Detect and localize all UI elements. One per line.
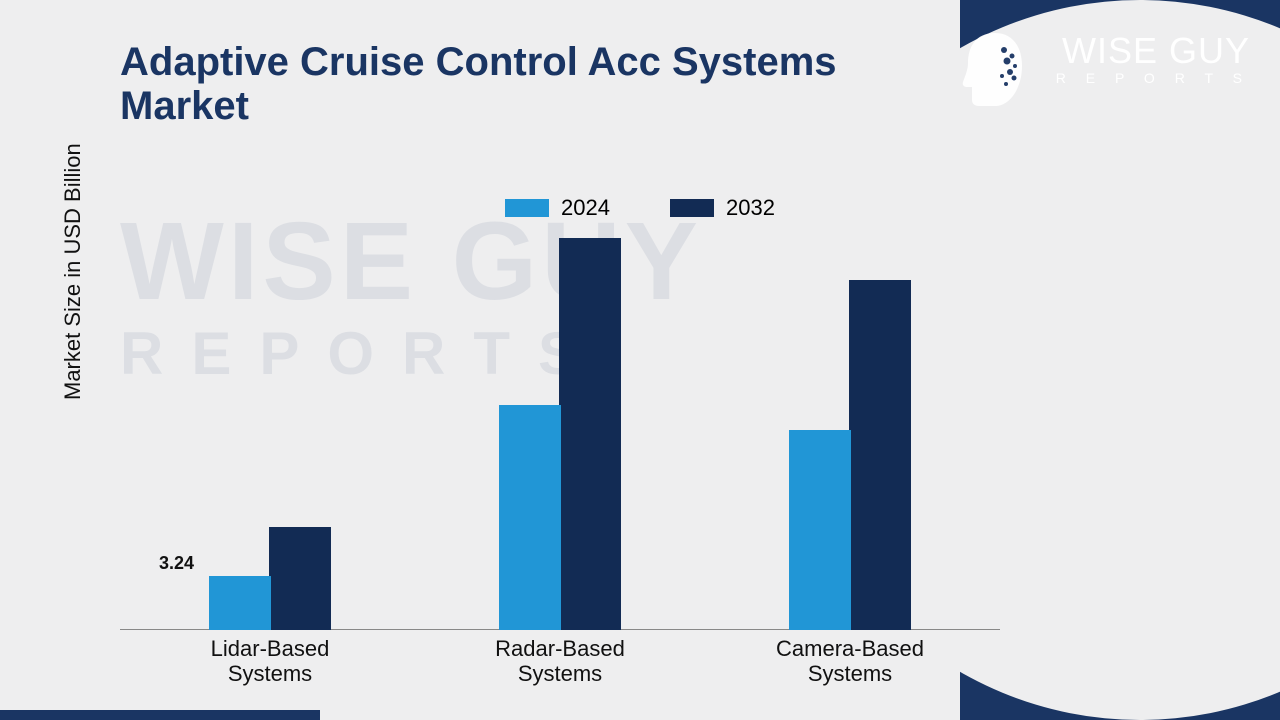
bar	[499, 405, 561, 630]
bar	[269, 527, 331, 630]
bar	[209, 576, 271, 630]
bar-value-label: 3.24	[159, 553, 194, 574]
bottom-accent-bar	[0, 710, 320, 720]
category-label: Radar-BasedSystems	[450, 636, 670, 687]
legend-swatch-2032	[670, 199, 714, 217]
legend-swatch-2024	[505, 199, 549, 217]
legend-item-2032: 2032	[670, 195, 775, 221]
y-axis-label: Market Size in USD Billion	[60, 143, 86, 400]
brand-logo: WISE GUY R E P O R T S	[1056, 30, 1250, 86]
chart-plot-area: 3.24Lidar-BasedSystemsRadar-BasedSystems…	[120, 230, 1000, 630]
page-title: Adaptive Cruise Control Acc Systems Mark…	[120, 40, 880, 128]
category-label: Camera-BasedSystems	[740, 636, 960, 687]
head-icon	[960, 28, 1030, 108]
legend-label-2032: 2032	[726, 195, 775, 221]
legend-item-2024: 2024	[505, 195, 610, 221]
bar	[559, 238, 621, 630]
legend: 2024 2032	[0, 195, 1280, 221]
bar	[849, 280, 911, 630]
canvas: WISE GUYREPORTS Adaptive Cruise Control …	[0, 0, 1280, 720]
legend-label-2024: 2024	[561, 195, 610, 221]
bar	[789, 430, 851, 630]
brand-name: WISE GUY	[1056, 30, 1250, 72]
brand-sub: R E P O R T S	[1056, 70, 1250, 86]
category-label: Lidar-BasedSystems	[160, 636, 380, 687]
